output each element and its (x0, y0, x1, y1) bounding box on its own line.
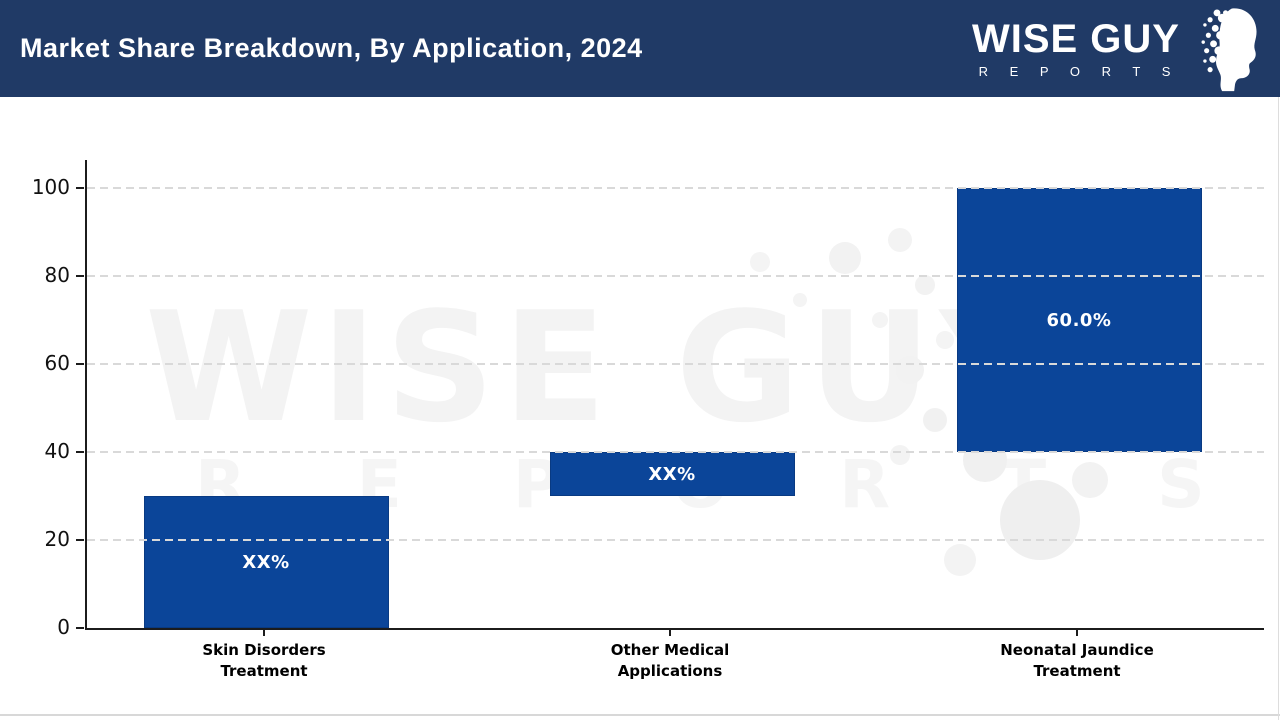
bar-value-label: XX% (242, 551, 290, 573)
bar-segment: XX% (143, 496, 389, 628)
gridline (87, 539, 1264, 541)
y-tick-mark (76, 275, 84, 277)
watermark-dot (1000, 480, 1080, 560)
page-bottom-hairline (0, 714, 1280, 716)
bar-value-label: XX% (648, 463, 696, 485)
watermark-dot (888, 228, 912, 252)
y-tick-mark (76, 187, 84, 189)
gridline (87, 451, 1264, 453)
wise-guy-reports-logo: WISE GUY R E P O R T S (972, 6, 1262, 92)
y-tick-label: 20 (44, 527, 70, 551)
y-tick-label: 60 (44, 351, 70, 375)
x-category-label: Skin Disorders Treatment (202, 641, 326, 680)
y-tick-mark (76, 539, 84, 541)
x-tick-mark (669, 630, 671, 636)
y-tick-mark (76, 451, 84, 453)
watermark-dot (793, 293, 807, 307)
bar-segment: XX% (549, 452, 795, 496)
bar-segment: 60.0% (956, 188, 1202, 452)
watermark-dot (750, 252, 770, 272)
watermark-dot (936, 331, 954, 349)
x-tick-mark (263, 630, 265, 636)
logo-subtitle: R E P O R T S (978, 64, 1180, 79)
gridline (87, 187, 1264, 189)
y-tick-mark (76, 363, 84, 365)
watermark-dot (923, 408, 947, 432)
watermark-dot (944, 544, 976, 576)
y-tick-label: 40 (44, 439, 70, 463)
logo-text: WISE GUY R E P O R T S (972, 19, 1180, 78)
dotted-head-icon (1201, 7, 1257, 91)
page-title: Market Share Breakdown, By Application, … (20, 33, 643, 63)
x-category-label: Neonatal Jaundice Treatment (1000, 641, 1154, 680)
chart-header: Market Share Breakdown, By Application, … (0, 0, 1280, 97)
page-right-hairline (1278, 97, 1279, 720)
logo-wordmark: WISE GUY (971, 17, 1180, 61)
gridline (87, 275, 1264, 277)
watermark-dot (872, 312, 888, 328)
watermark-dot (829, 242, 861, 274)
gridline (87, 363, 1264, 365)
plot-area: XX% XX% 60.0% (85, 160, 1264, 630)
x-tick-mark (1076, 630, 1078, 636)
y-tick-mark (76, 627, 84, 629)
watermark-dot (915, 275, 935, 295)
watermark-dot (1072, 462, 1108, 498)
x-category-label: Other Medical Applications (610, 641, 730, 680)
watermark-dot (896, 356, 924, 384)
bar-value-label: 60.0% (1046, 309, 1112, 331)
watermark-dot (890, 445, 910, 465)
y-tick-label: 100 (31, 175, 70, 199)
y-tick-label: 0 (57, 615, 70, 639)
y-tick-label: 80 (44, 263, 70, 287)
